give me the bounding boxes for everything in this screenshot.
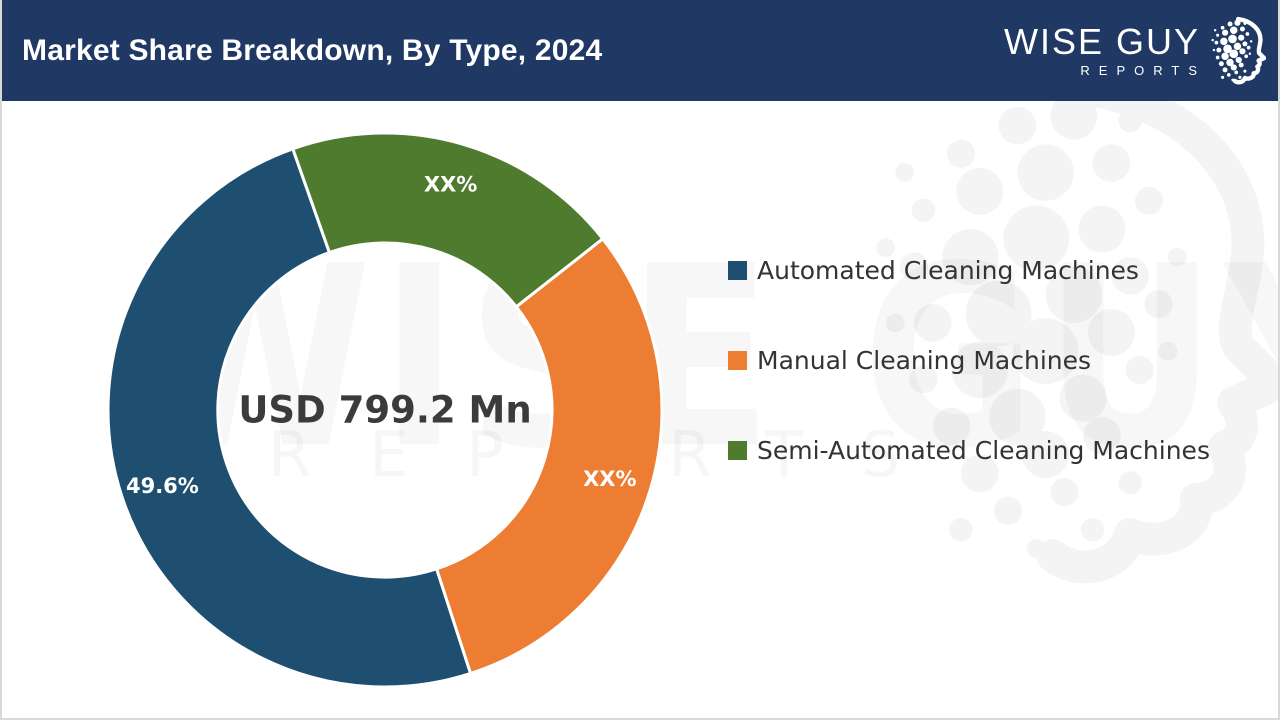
donut-segment [435,237,664,675]
logo-subtitle: REPORTS [1080,62,1206,78]
segment-value-label: XX% [424,173,477,197]
legend-label: Semi-Automated Cleaning Machines [757,435,1210,465]
donut-segment [291,131,605,309]
logo-wordmark: WISE GUY [1003,20,1200,62]
wise-guy-logo: WISE GUY REPORTS [1004,9,1280,93]
legend-item: Semi-Automated Cleaning Machines [728,429,1210,471]
header: Market Share Breakdown, By Type, 2024 WI… [0,0,1280,101]
logo-text: WISE GUY REPORTS [1003,20,1200,78]
segment-value-label: 49.6% [126,474,199,498]
segment-value-label: XX% [583,467,636,491]
donut-segment [106,147,473,689]
donut-chart: 49.6% XX% XX% [106,131,664,689]
legend-label: Manual Cleaning Machines [757,345,1092,375]
legend-label: Automated Cleaning Machines [757,255,1139,285]
legend-marker-semi-automated [728,440,747,460]
legend: Automated Cleaning Machines Manual Clean… [728,249,1210,519]
wise-guy-face-icon [1204,9,1266,93]
page-title: Market Share Breakdown, By Type, 2024 [22,33,603,67]
donut-center-value: USD 799.2 Mn [238,388,532,432]
legend-item: Manual Cleaning Machines [728,339,1210,381]
legend-marker-automated [728,260,747,280]
legend-marker-manual [728,350,747,370]
legend-item: Automated Cleaning Machines [728,249,1210,291]
